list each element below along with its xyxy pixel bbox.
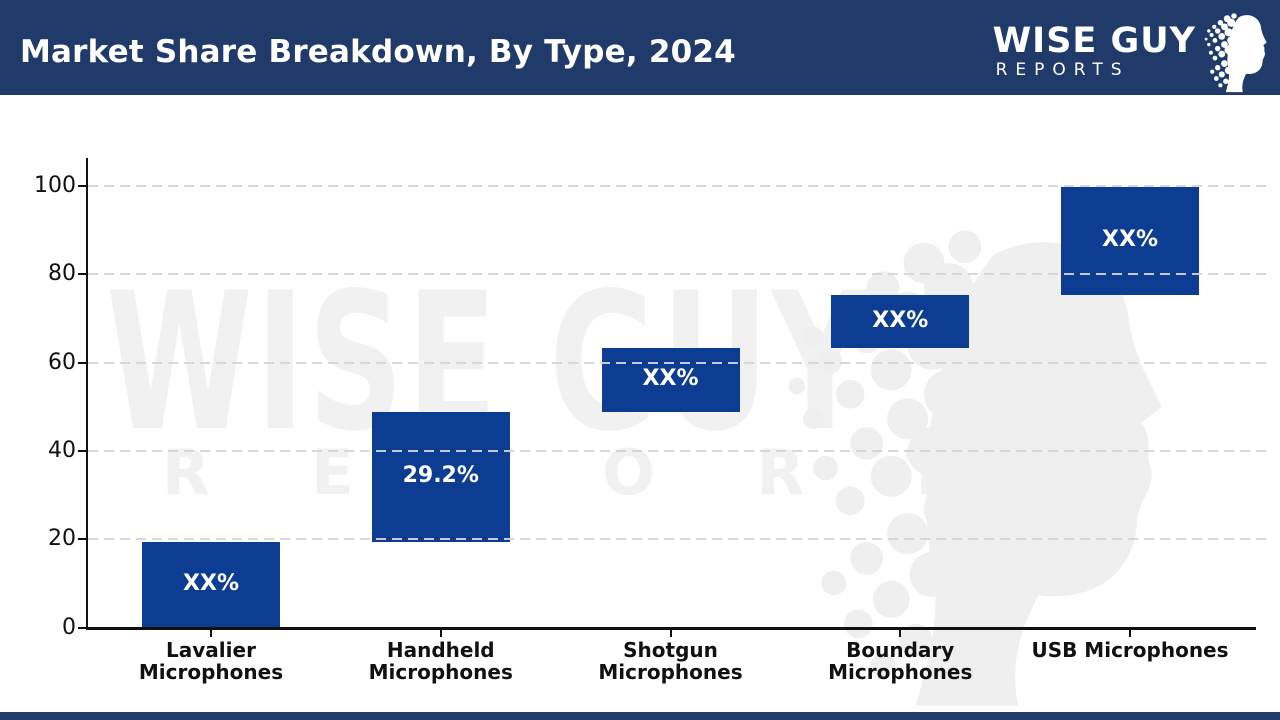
footer-bar [0,712,1280,720]
page-title: Market Share Breakdown, By Type, 2024 [20,33,736,70]
bar-boundary-microphones [831,295,970,349]
x-axis-category-label: Lavalier Microphones [138,638,284,684]
x-axis-tick [210,628,212,637]
y-axis-tick-label: 60 [48,349,76,375]
x-axis-tick [899,628,902,637]
gridline [88,449,1268,452]
brand-logo: WISE GUY REPORTS [993,11,1268,93]
bar-shotgun-microphones [601,348,740,413]
bar-handheld-microphones [371,412,510,542]
bar-lavalier-microphones [142,541,280,628]
x-axis-tick [1129,628,1131,637]
gridline [88,184,1268,187]
dotted-head-logo-icon [1200,11,1268,93]
bar-value-label: XX% [183,570,239,596]
bar-usb-microphones [1061,186,1199,296]
y-axis-tick [78,449,86,452]
y-axis-tick-label: 100 [34,172,76,198]
watermark-head-icon [760,222,1170,710]
y-axis-tick [78,361,86,364]
y-axis-tick [78,626,86,629]
bar-value-label: XX% [1102,226,1158,252]
y-axis-tick-label: 20 [48,526,76,552]
y-axis-tick [78,184,86,187]
brand-name: WISE GUY [992,21,1196,61]
x-axis-category-label: Boundary Microphones [828,638,973,684]
y-axis-tick-label: 80 [48,261,76,287]
x-axis-category-label: USB Microphones [1031,638,1229,662]
gridline [88,361,1268,364]
x-axis-category-label: Handheld Microphones [368,638,513,684]
y-axis-tick [78,538,86,541]
x-axis-category-label: Shotgun Microphones [598,638,743,684]
y-axis-tick-label: 40 [48,437,76,463]
x-axis-tick [669,628,672,637]
bar-value-label: XX% [642,366,699,392]
y-axis-tick-label: 0 [62,614,76,640]
bar-value-label: 29.2% [402,463,479,489]
y-axis-tick [78,273,86,276]
bar-value-label: XX% [872,307,929,333]
gridline [88,538,1268,541]
header: Market Share Breakdown, By Type, 2024 WI… [0,0,1280,95]
brand-subtitle: REPORTS [995,60,1130,80]
gridline [88,273,1268,276]
y-axis-line [86,158,88,629]
x-axis-tick [439,628,442,637]
